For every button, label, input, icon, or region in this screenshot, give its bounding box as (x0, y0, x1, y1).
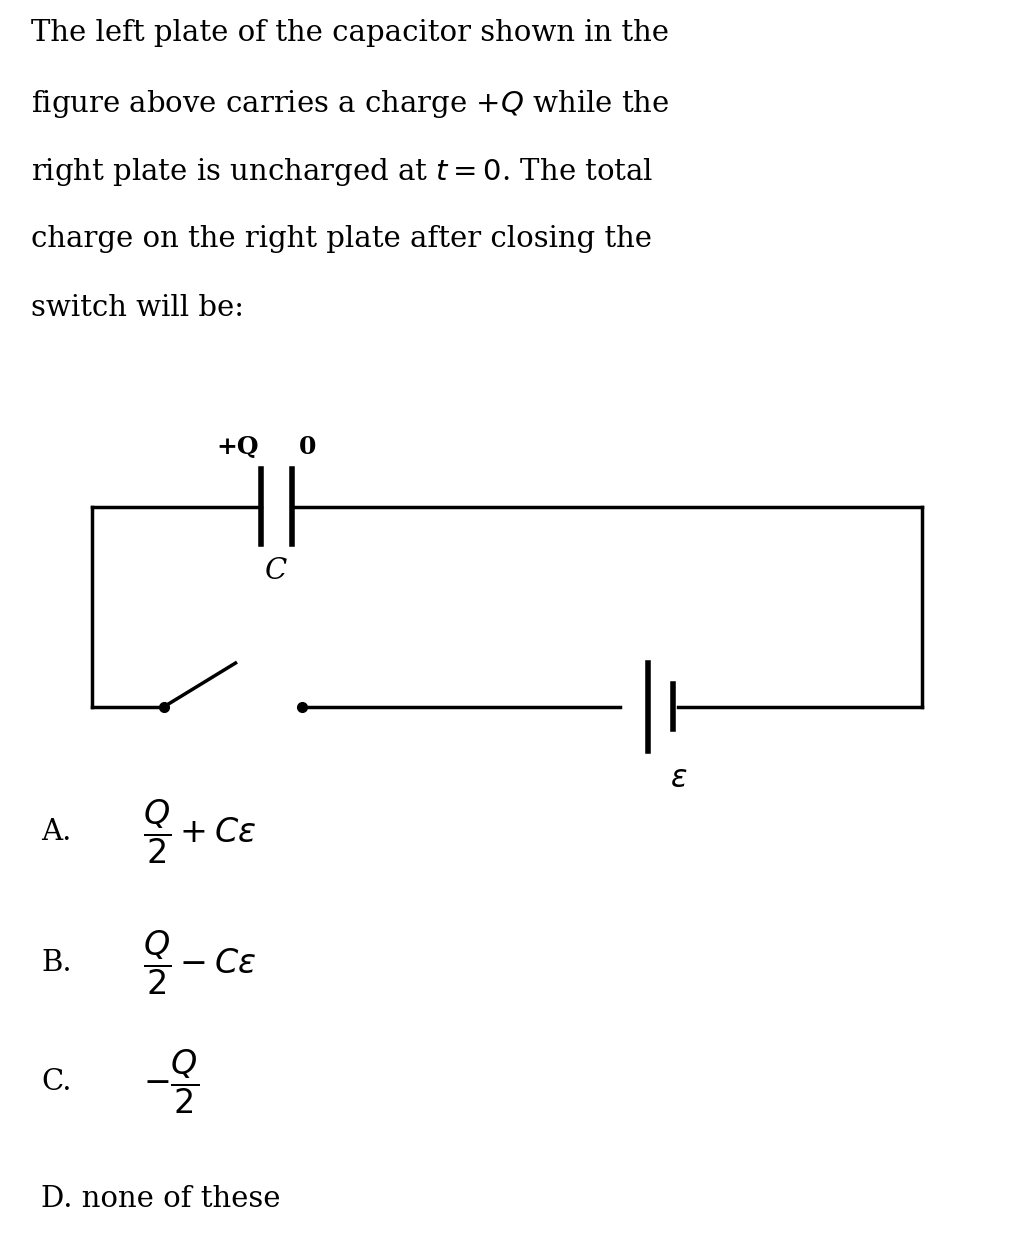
Text: switch will be:: switch will be: (31, 294, 244, 322)
Text: C.: C. (41, 1068, 72, 1096)
Text: The left plate of the capacitor shown in the: The left plate of the capacitor shown in… (31, 19, 669, 46)
Text: C: C (265, 557, 288, 584)
Text: $\dfrac{Q}{2} - C\varepsilon$: $\dfrac{Q}{2} - C\varepsilon$ (143, 929, 257, 997)
Text: A.: A. (41, 818, 72, 846)
Text: $\dfrac{Q}{2} + C\varepsilon$: $\dfrac{Q}{2} + C\varepsilon$ (143, 798, 257, 866)
Text: $-\dfrac{Q}{2}$: $-\dfrac{Q}{2}$ (143, 1048, 200, 1116)
Text: +Q: +Q (216, 435, 259, 459)
Text: figure above carries a charge $+Q$ while the: figure above carries a charge $+Q$ while… (31, 88, 669, 120)
Text: charge on the right plate after closing the: charge on the right plate after closing … (31, 225, 651, 253)
Text: B.: B. (41, 950, 72, 977)
Text: D. none of these: D. none of these (41, 1186, 281, 1213)
Text: $\varepsilon$: $\varepsilon$ (670, 763, 688, 794)
Text: 0: 0 (299, 435, 315, 459)
Text: right plate is uncharged at $t = 0$. The total: right plate is uncharged at $t = 0$. The… (31, 156, 653, 189)
